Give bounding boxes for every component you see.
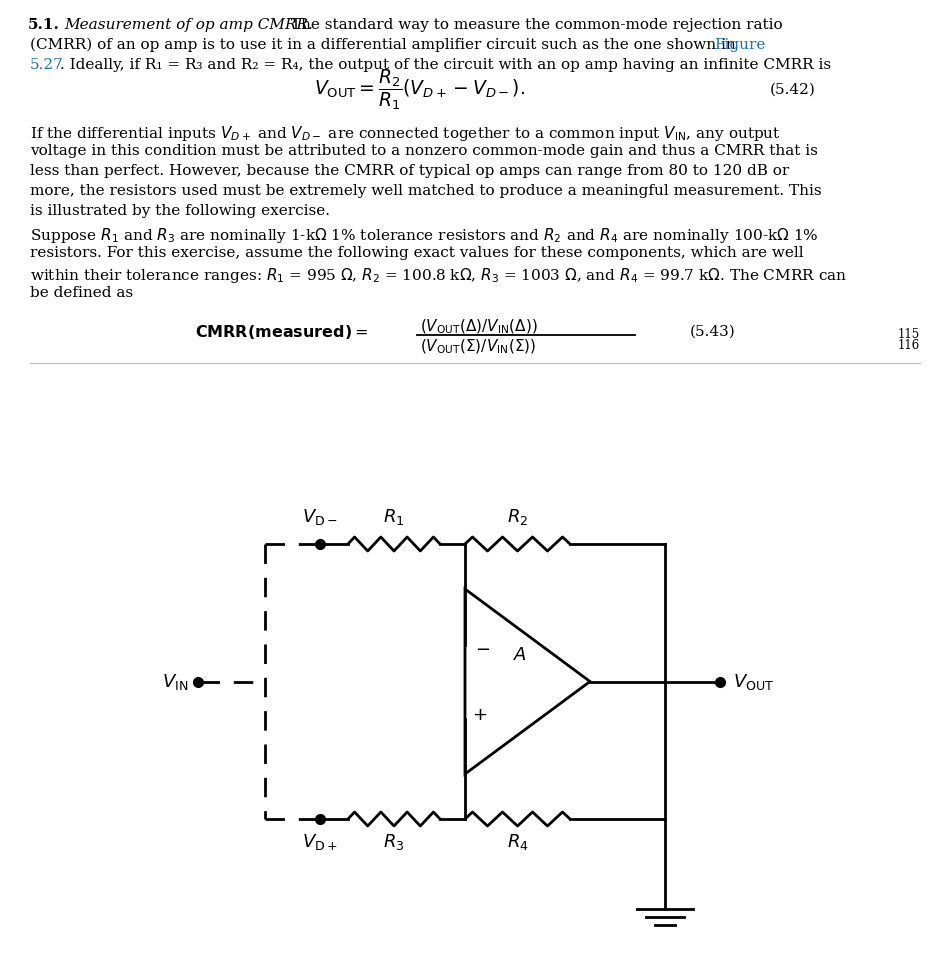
Text: If the differential inputs $V_{D+}$ and $V_{D-}$ are connected together to a com: If the differential inputs $V_{D+}$ and … — [30, 124, 780, 143]
Text: $V_{\mathrm{OUT}} = \dfrac{R_2}{R_1}(V_{D+} - V_{D-}).$: $V_{\mathrm{OUT}} = \dfrac{R_2}{R_1}(V_{… — [315, 67, 526, 112]
Text: $V_{\mathrm{OUT}}$: $V_{\mathrm{OUT}}$ — [733, 672, 774, 691]
Text: resistors. For this exercise, assume the following exact values for these compon: resistors. For this exercise, assume the… — [30, 245, 804, 260]
Text: The standard way to measure the common-mode rejection ratio: The standard way to measure the common-m… — [286, 18, 782, 32]
Text: $-$: $-$ — [475, 638, 490, 656]
Text: 5.27: 5.27 — [30, 58, 64, 72]
Text: more, the resistors used must be extremely well matched to produce a meaningful : more, the resistors used must be extreme… — [30, 184, 822, 198]
Text: $V_{\mathrm{D}+}$: $V_{\mathrm{D}+}$ — [302, 831, 338, 851]
Text: voltage in this condition must be attributed to a nonzero common-mode gain and t: voltage in this condition must be attrib… — [30, 144, 818, 157]
Text: less than perfect. However, because the CMRR of typical op amps can range from 8: less than perfect. However, because the … — [30, 164, 790, 178]
Text: $R_3$: $R_3$ — [383, 831, 405, 851]
Text: $R_4$: $R_4$ — [507, 831, 529, 851]
Text: 115: 115 — [898, 328, 920, 340]
Text: Measurement of op amp CMRR.: Measurement of op amp CMRR. — [64, 18, 313, 32]
Text: is illustrated by the following exercise.: is illustrated by the following exercise… — [30, 203, 330, 218]
Text: Suppose $R_1$ and $R_3$ are nominally 1-k$\Omega$ 1% tolerance resistors and $R_: Suppose $R_1$ and $R_3$ are nominally 1-… — [30, 226, 819, 244]
Text: 116: 116 — [898, 338, 920, 352]
Text: within their tolerance ranges: $R_1$ = 995 $\Omega$, $R_2$ = 100.8 k$\Omega$, $R: within their tolerance ranges: $R_1$ = 9… — [30, 266, 847, 285]
Text: (5.43): (5.43) — [690, 325, 736, 338]
Text: $V_{\mathrm{IN}}$: $V_{\mathrm{IN}}$ — [162, 672, 188, 691]
Text: (5.42): (5.42) — [770, 83, 816, 97]
Text: Figure: Figure — [714, 38, 765, 52]
Text: $V_{\mathrm{D}-}$: $V_{\mathrm{D}-}$ — [302, 507, 338, 526]
Text: (CMRR) of an op amp is to use it in a differential amplifier circuit such as the: (CMRR) of an op amp is to use it in a di… — [30, 38, 741, 53]
Text: $R_1$: $R_1$ — [383, 507, 405, 526]
Text: $\mathbf{CMRR(measured)} = $: $\mathbf{CMRR(measured)} = $ — [195, 323, 368, 340]
Text: 5.1.: 5.1. — [28, 18, 60, 32]
Text: be defined as: be defined as — [30, 286, 133, 299]
Text: $+$: $+$ — [472, 706, 487, 724]
Text: . Ideally, if R₁ = R₃ and R₂ = R₄, the output of the circuit with an op amp havi: . Ideally, if R₁ = R₃ and R₂ = R₄, the o… — [60, 58, 831, 72]
Text: $A$: $A$ — [513, 645, 527, 663]
Text: $R_2$: $R_2$ — [507, 507, 528, 526]
Text: $(V_{\mathrm{OUT}}(\Sigma)/V_{\mathrm{IN}}(\Sigma))$: $(V_{\mathrm{OUT}}(\Sigma)/V_{\mathrm{IN… — [420, 337, 536, 356]
Text: $(V_{\mathrm{OUT}}(\Delta)/V_{\mathrm{IN}}(\Delta))$: $(V_{\mathrm{OUT}}(\Delta)/V_{\mathrm{IN… — [420, 318, 538, 336]
